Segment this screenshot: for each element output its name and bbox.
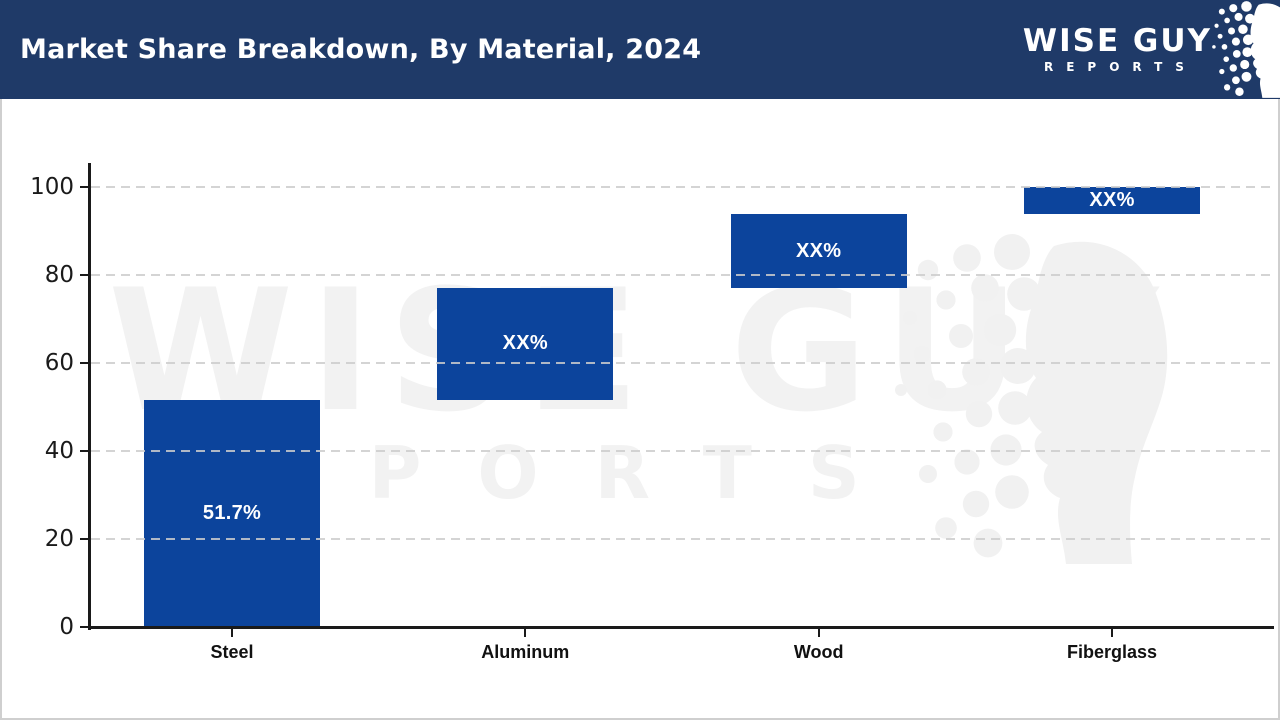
gridline-80 xyxy=(91,274,1274,276)
y-tick-60 xyxy=(80,362,89,364)
y-tick-label-100: 100 xyxy=(30,174,74,200)
category-label-aluminum: Aluminum xyxy=(481,642,570,662)
gridline-100 xyxy=(91,186,1274,188)
x-tick-aluminum xyxy=(524,629,527,637)
category-label-fiberglass: Fiberglass xyxy=(1066,642,1158,662)
wiseguy-head-logo-icon xyxy=(1212,1,1280,98)
x-tick-steel xyxy=(231,629,233,637)
y-axis-spine xyxy=(88,163,91,630)
bar-fiberglass: XX% xyxy=(1024,187,1200,214)
logo-subtitle: REPORTS xyxy=(1043,59,1197,74)
wiseguy-head-watermark-icon xyxy=(895,234,1168,564)
y-tick-label-80: 80 xyxy=(44,262,74,288)
y-tick-0 xyxy=(80,626,89,628)
y-tick-label-20: 20 xyxy=(44,526,74,552)
wiseguy-logo-text: WISE GUY REPORTS xyxy=(1023,25,1212,74)
y-tick-label-60: 60 xyxy=(44,350,74,376)
x-tick-wood xyxy=(817,629,820,637)
x-axis-line xyxy=(88,626,1274,629)
y-tick-20 xyxy=(80,538,89,540)
bar-wood: XX% xyxy=(730,213,907,289)
category-label-steel: Steel xyxy=(210,642,254,662)
y-tick-label-40: 40 xyxy=(44,438,74,464)
category-label-wood: Wood xyxy=(793,642,844,662)
plot-area: WISE GUY REPORTS 0 20 40 60 80 100 51.7% Steel X… xyxy=(0,99,1280,720)
bar-value-label-fiberglass: XX% xyxy=(1089,188,1135,211)
bar-value-label-wood: XX% xyxy=(796,239,842,262)
wiseguy-logo: WISE GUY REPORTS xyxy=(1023,1,1280,98)
bar-value-label-aluminum: XX% xyxy=(502,332,548,355)
bar-steel: 51.7% xyxy=(144,399,320,627)
chart-title: Market Share Breakdown, By Material, 202… xyxy=(20,34,702,65)
bar-aluminum: XX% xyxy=(437,288,614,400)
y-tick-100 xyxy=(80,186,89,188)
gridline-40 xyxy=(91,450,1274,452)
gridline-60 xyxy=(91,362,1274,364)
y-tick-40 xyxy=(80,450,89,452)
y-tick-label-0: 0 xyxy=(59,614,74,640)
logo-wordmark: WISE GUY xyxy=(1022,23,1212,60)
bar-value-label-steel: 51.7% xyxy=(202,501,262,524)
y-tick-80 xyxy=(80,274,89,276)
header-banner: Market Share Breakdown, By Material, 202… xyxy=(0,0,1280,99)
x-tick-fiberglass xyxy=(1111,629,1113,637)
gridline-20 xyxy=(91,538,1274,540)
